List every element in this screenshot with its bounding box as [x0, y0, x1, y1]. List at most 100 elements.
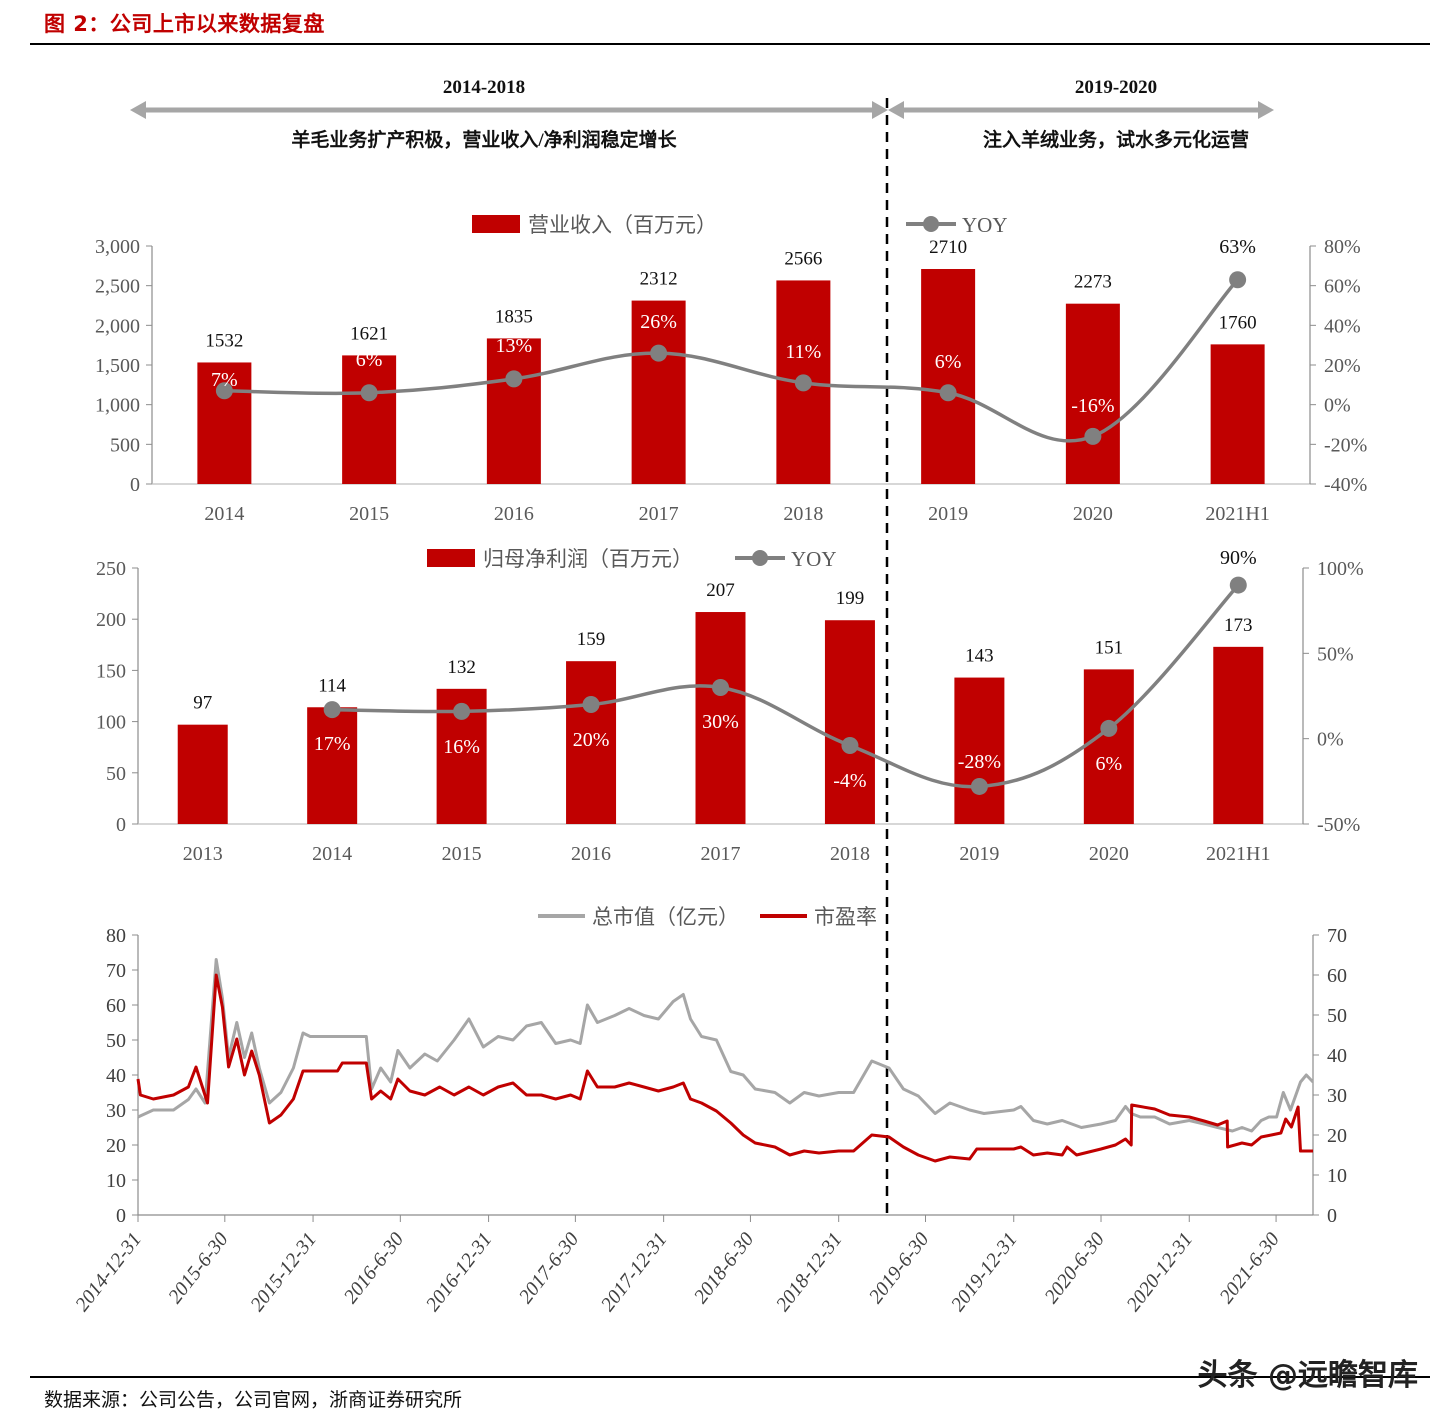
yoy-marker [1229, 576, 1247, 594]
yoy-value-label: -4% [833, 770, 866, 792]
timeline-period-description: 注入羊绒业务，试水多元化运营 [983, 128, 1249, 151]
bar-value-label: 132 [447, 657, 476, 678]
x-tick-label: 2016 [494, 503, 534, 525]
yoy-value-label: -28% [958, 751, 1001, 773]
bar-value-label: 2710 [929, 237, 967, 258]
y2-tick-label: 30 [1327, 1085, 1347, 1107]
bar [566, 661, 617, 824]
yoy-value-label: 6% [356, 349, 383, 371]
legend-label: YOY [791, 547, 837, 571]
y-tick-label: 3,000 [95, 236, 140, 258]
yoy-value-label: 6% [935, 351, 962, 373]
timeline-period-label: 2014-2018 [443, 77, 525, 98]
x-tick-label: 2018 [830, 843, 870, 865]
legend-label: 市盈率 [814, 905, 877, 929]
x-tick-label: 2013 [183, 843, 223, 865]
bar-value-label: 2566 [784, 248, 822, 269]
x-tick-label: 2019 [959, 843, 999, 865]
watermark: 头条 @远瞻智库 [1197, 1358, 1418, 1393]
yoy-marker [712, 678, 729, 696]
bar-value-label: 1760 [1219, 312, 1257, 333]
yoy-value-label: 13% [496, 335, 533, 357]
x-tick-label: 2015-12-31 [246, 1229, 321, 1316]
bar [1213, 646, 1264, 824]
bar-value-label: 2312 [640, 269, 678, 290]
timeline-period-label: 2019-2020 [1075, 77, 1157, 98]
yoy-marker [505, 370, 523, 388]
y-tick-label: 2,000 [95, 315, 140, 337]
pe-ratio-line [136, 973, 1313, 1163]
arrow-left-icon [888, 101, 904, 119]
bar-value-label: 143 [965, 646, 994, 667]
timeline-period-description: 羊毛业务扩产积极，营业收入/净利润稳定增长 [291, 128, 677, 151]
x-tick-label: 2020 [1089, 843, 1129, 865]
x-tick-label: 2014 [204, 503, 244, 525]
bar-value-label: 2273 [1074, 272, 1112, 293]
x-tick-label: 2014 [312, 843, 352, 865]
yoy-marker [1084, 427, 1102, 445]
yoy-value-label: 17% [314, 733, 351, 755]
legend-swatch-bar [427, 549, 475, 567]
yoy-value-label: 63% [1219, 236, 1256, 258]
y-tick-label: 0 [116, 814, 126, 836]
y2-tick-label: 50% [1317, 643, 1354, 665]
y2-tick-label: 60 [1327, 965, 1347, 987]
x-tick-label: 2015 [442, 843, 482, 865]
y-tick-label: 30 [106, 1100, 126, 1122]
x-tick-label: 2019-6-30 [865, 1229, 934, 1308]
yoy-marker [582, 696, 600, 714]
x-tick-label: 2015-6-30 [164, 1229, 233, 1308]
bar [824, 620, 875, 824]
y-tick-label: 40 [106, 1065, 126, 1087]
x-tick-label: 2018-12-31 [772, 1229, 847, 1316]
bar-value-label: 151 [1095, 637, 1124, 658]
x-tick-label: 2021-6-30 [1215, 1229, 1284, 1308]
x-tick-label: 2016-6-30 [340, 1229, 409, 1308]
bar-value-label: 114 [318, 675, 346, 696]
y-tick-label: 70 [106, 960, 126, 982]
yoy-value-label: -16% [1071, 395, 1114, 417]
x-tick-label: 2020-12-31 [1122, 1229, 1197, 1316]
x-tick-label: 2018-6-30 [690, 1229, 759, 1308]
x-tick-label: 2019 [928, 503, 968, 525]
arrow-right-icon [872, 101, 888, 119]
x-tick-label: 2019-12-31 [947, 1229, 1022, 1316]
x-tick-label: 2020 [1073, 503, 1113, 525]
legend-label: 归母净利润（百万元） [483, 547, 693, 571]
y2-tick-label: -20% [1324, 434, 1367, 456]
bar [177, 724, 228, 824]
legend-swatch-bar [472, 215, 520, 233]
x-tick-label: 2015 [349, 503, 389, 525]
x-tick-label: 2017-12-31 [597, 1229, 672, 1316]
x-tick-label: 2017 [701, 843, 741, 865]
yoy-marker [215, 382, 233, 400]
timeline: 2014-2018 2019-2020 羊毛业务扩产积极，营业收入/净利润稳定增… [130, 77, 1274, 151]
bar-value-label: 1621 [350, 323, 388, 344]
bar-value-label: 97 [193, 693, 212, 714]
bar [921, 269, 976, 484]
bar-value-label: 207 [706, 580, 735, 601]
y-tick-label: 10 [106, 1170, 126, 1192]
bar-value-label: 159 [577, 629, 606, 650]
y-tick-label: 80 [106, 925, 126, 947]
data-source-note: 数据来源：公司公告，公司官网，浙商证券研究所 [44, 1389, 463, 1411]
yoy-value-label: 6% [1095, 753, 1122, 775]
x-tick-label: 2017 [639, 503, 679, 525]
bar [631, 300, 686, 484]
y-tick-label: 2,500 [95, 276, 140, 298]
y-tick-label: 1,500 [95, 355, 140, 377]
y2-tick-label: 0 [1327, 1205, 1337, 1227]
y-tick-label: 50 [106, 1030, 126, 1052]
legend-marker [752, 550, 768, 566]
y-tick-label: 50 [106, 763, 126, 785]
bar [1065, 303, 1120, 484]
yoy-marker [1100, 719, 1118, 737]
y-tick-label: 200 [96, 609, 126, 631]
x-tick-label: 2016 [571, 843, 611, 865]
bar-value-label: 1835 [495, 306, 533, 327]
y-tick-label: 1,000 [95, 395, 140, 417]
x-tick-label: 2021H1 [1205, 503, 1269, 525]
yoy-marker [939, 384, 957, 402]
y2-tick-label: 40 [1327, 1045, 1347, 1067]
arrow-left-icon [130, 101, 146, 119]
